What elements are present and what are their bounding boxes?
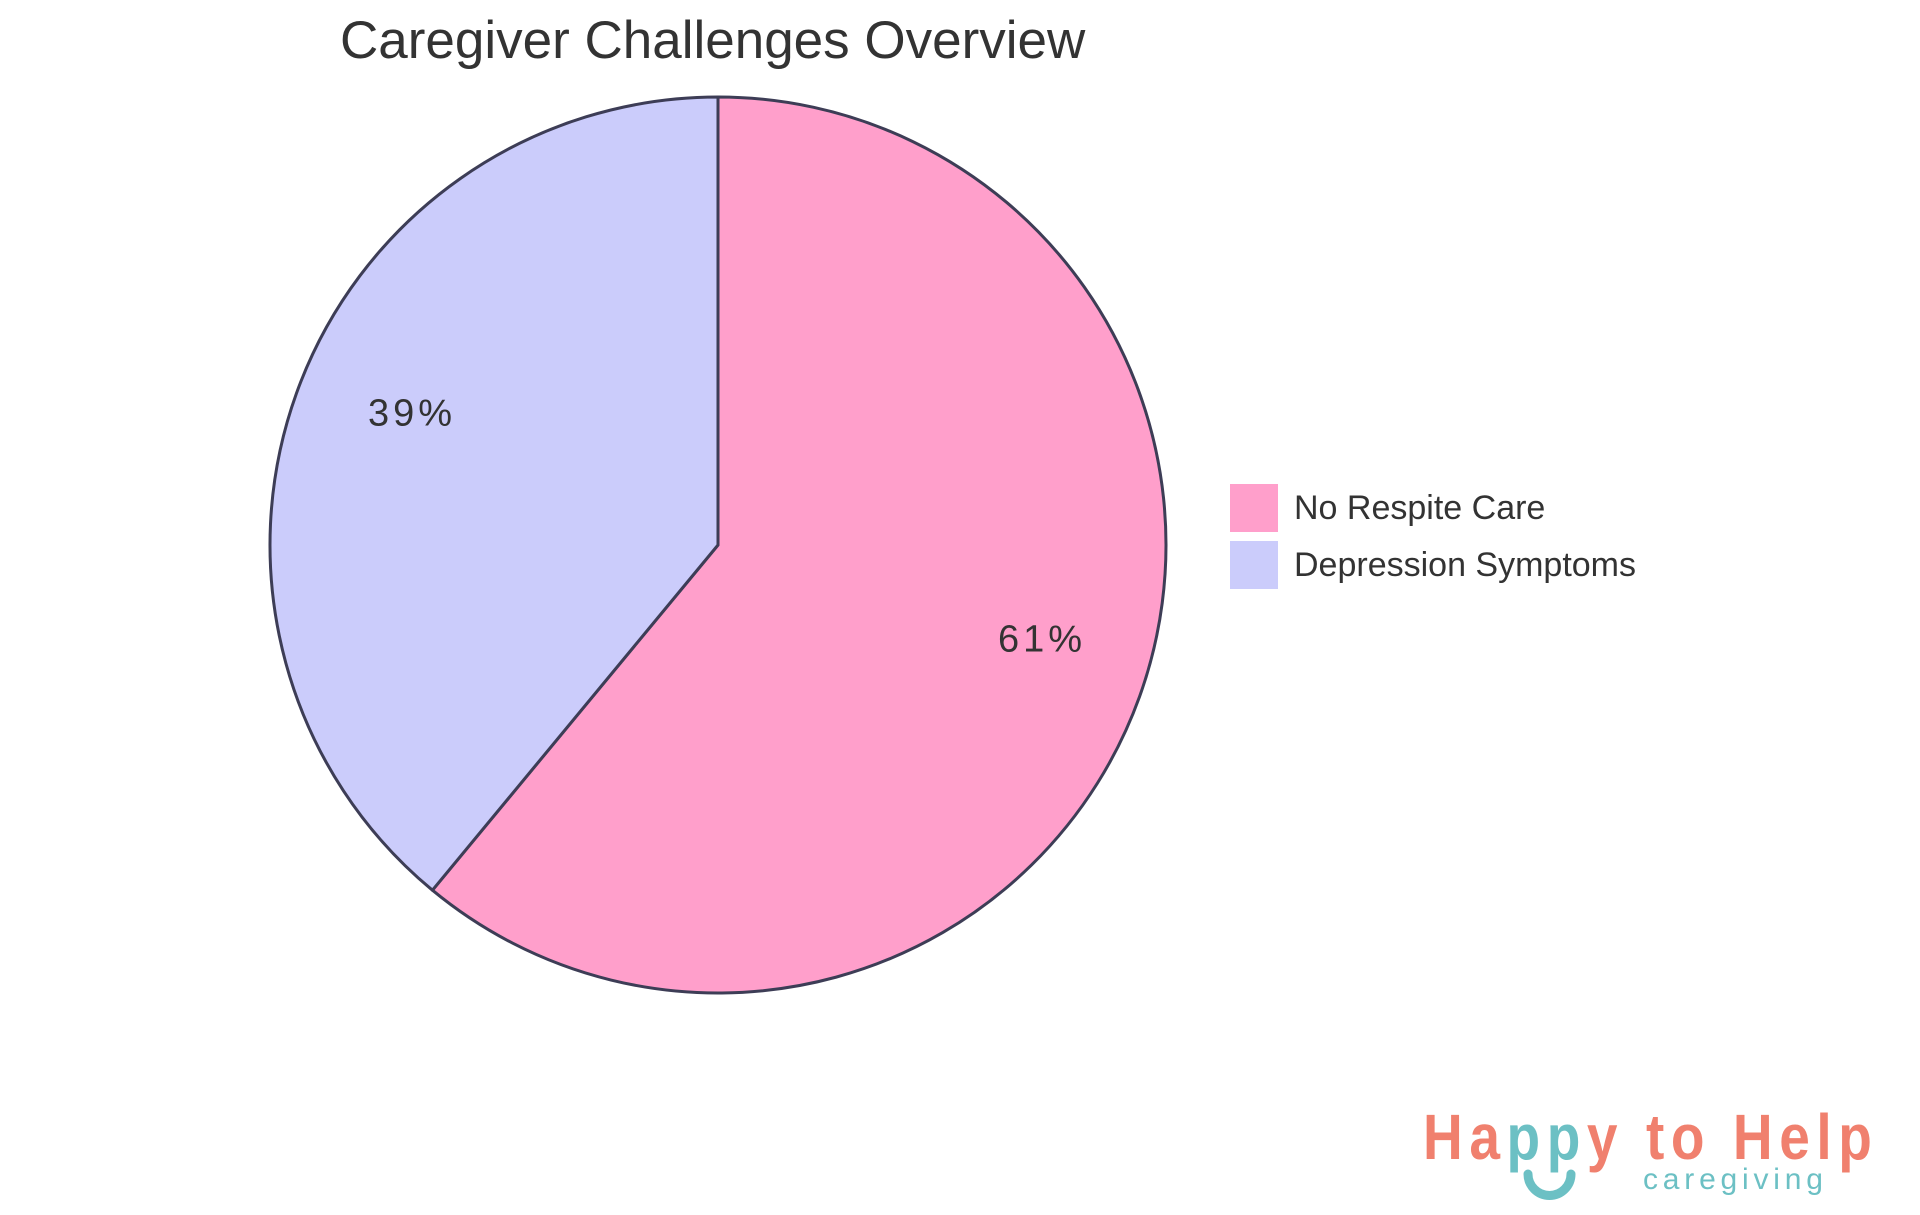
svg-text:caregiving: caregiving	[1643, 1163, 1828, 1196]
